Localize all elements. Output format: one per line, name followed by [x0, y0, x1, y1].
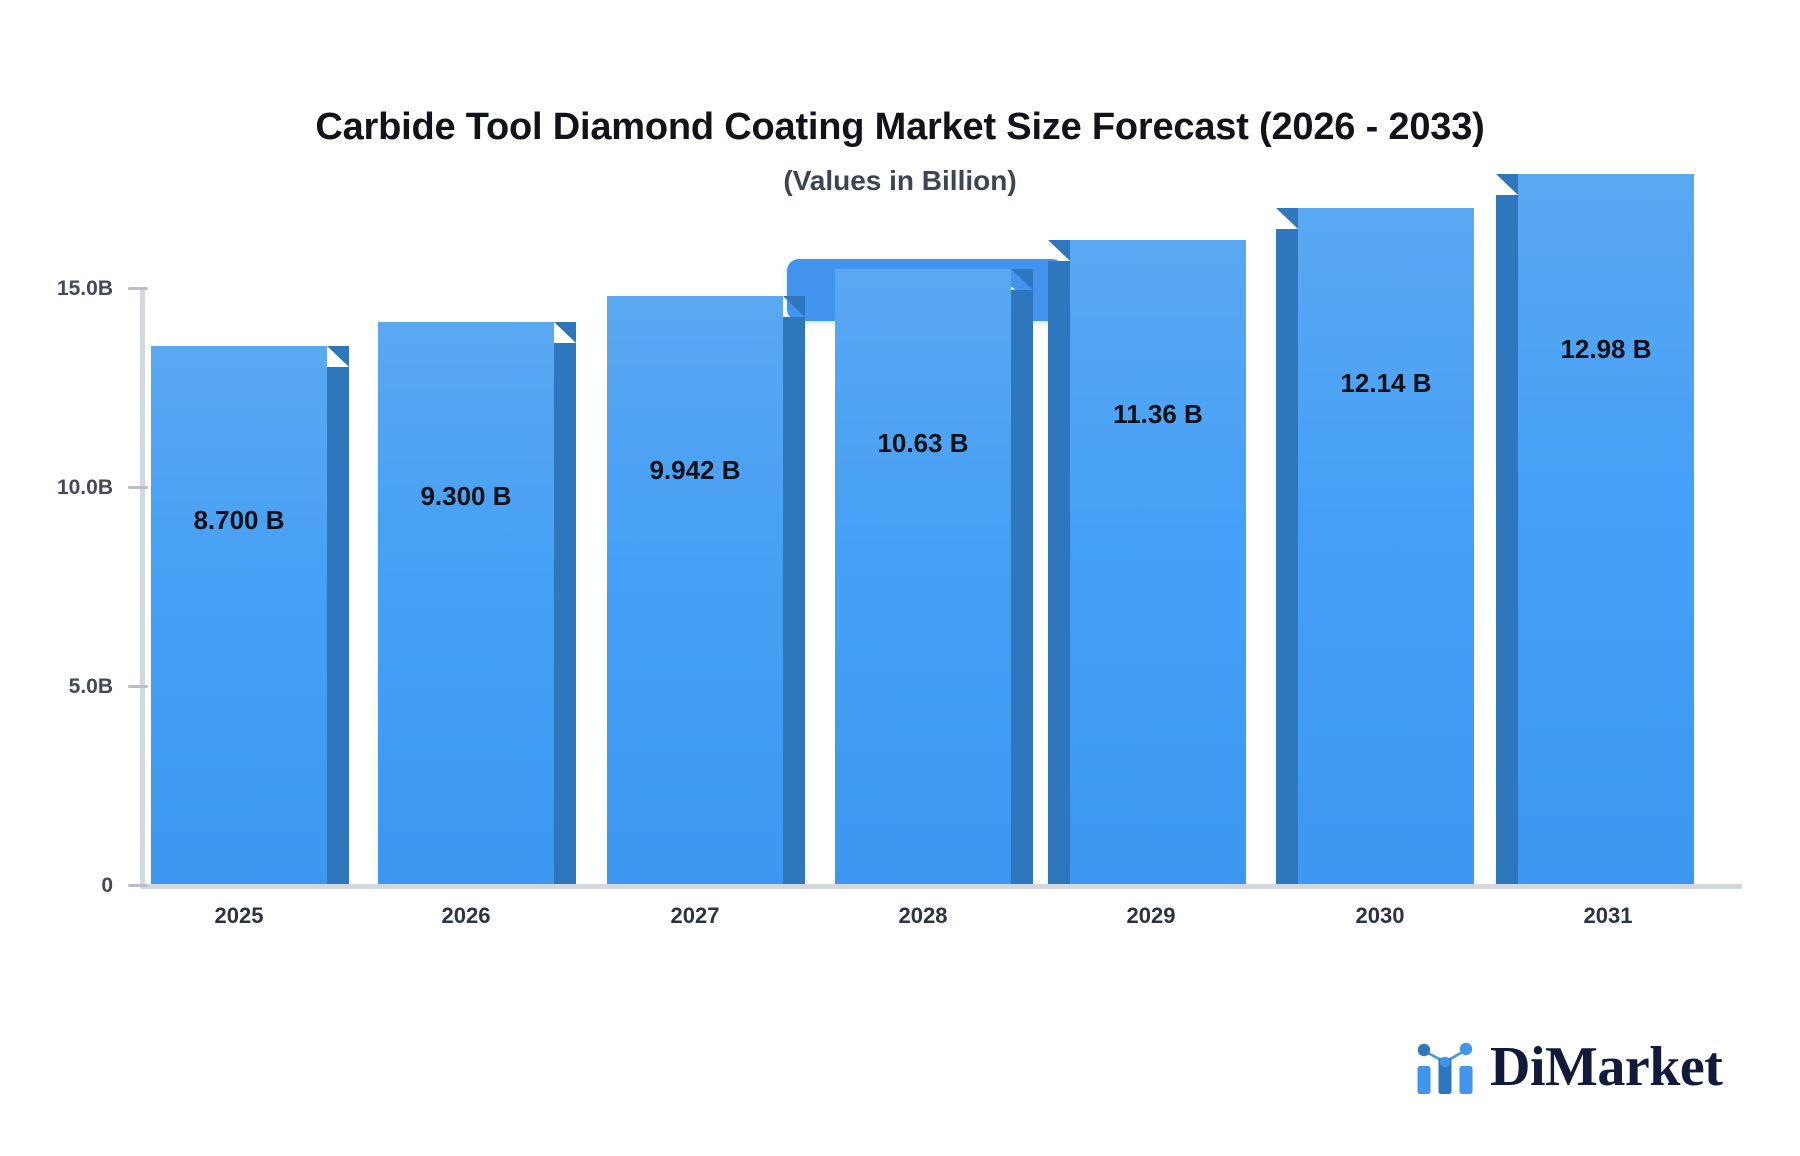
bar-face-2028 [835, 269, 1011, 884]
bar-value-label-2026: 9.300 B [420, 481, 512, 511]
logo-wordmark: DiMarket [1490, 1036, 1723, 1098]
bar-side-2030 [1276, 229, 1298, 884]
bar-side-2028 [1011, 290, 1033, 884]
x-tick-label-2028: 2028 [898, 903, 948, 928]
bar-chart-logo-icon [1417, 1042, 1473, 1094]
bar-top-2030 [1276, 208, 1298, 229]
bar-value-label-2031: 12.98 B [1560, 334, 1652, 364]
bar-side-2026 [554, 343, 576, 884]
bar-side-2031 [1496, 195, 1518, 884]
x-tick-label-2031: 2031 [1583, 903, 1633, 928]
bar-face-2027 [607, 296, 783, 884]
y-tick-mark-15 [128, 287, 148, 290]
bar-side-2029 [1048, 261, 1070, 884]
y-tick-label-15: 15.0B [56, 277, 113, 300]
bar-face-2030 [1298, 208, 1474, 884]
y-tick-label-5: 5.0B [68, 675, 113, 698]
y-tick-mark-10 [128, 486, 148, 489]
bar-top-2031 [1496, 174, 1518, 195]
bar-side-2025 [327, 367, 349, 884]
x-tick-label-2025: 2025 [214, 903, 264, 928]
bar-face-2025 [151, 346, 327, 884]
bar-value-label-2028: 10.63 B [877, 428, 969, 458]
chart-title: Carbide Tool Diamond Coating Market Size… [315, 106, 1485, 148]
bar-side-2027 [783, 317, 805, 884]
y-tick-label-10: 10.0B [56, 476, 113, 499]
y-tick-mark-5 [128, 685, 148, 688]
bar-value-label-2029: 11.36 B [1113, 399, 1203, 429]
bar-face-2031 [1518, 174, 1694, 884]
x-tick-label-2029: 2029 [1126, 903, 1176, 928]
bar-value-label-2025: 8.700 B [193, 505, 285, 535]
bar-top-2025 [327, 346, 349, 367]
bar-face-2026 [378, 322, 554, 884]
x-tick-label-2027: 2027 [670, 903, 720, 928]
bar-face-2029 [1070, 240, 1246, 884]
dimarket-logo: DiMarket [1414, 1036, 1723, 1098]
x-tick-label-2026: 2026 [441, 903, 491, 928]
y-tick-mark-0 [128, 884, 148, 887]
y-tick-label-0: 0 [101, 874, 113, 897]
bar-top-2028 [1011, 269, 1033, 290]
x-axis-line [140, 884, 1742, 889]
bar-value-label-2027: 9.942 B [649, 455, 741, 485]
chart-subtitle: (Values in Billion) [783, 165, 1017, 196]
y-axis-line [140, 288, 145, 885]
bar-top-2026 [554, 322, 576, 343]
bar-value-label-2030: 12.14 B [1340, 368, 1432, 398]
bar-top-2027 [783, 296, 805, 317]
bar-top-2029 [1048, 240, 1070, 261]
x-tick-label-2030: 2030 [1355, 903, 1405, 928]
